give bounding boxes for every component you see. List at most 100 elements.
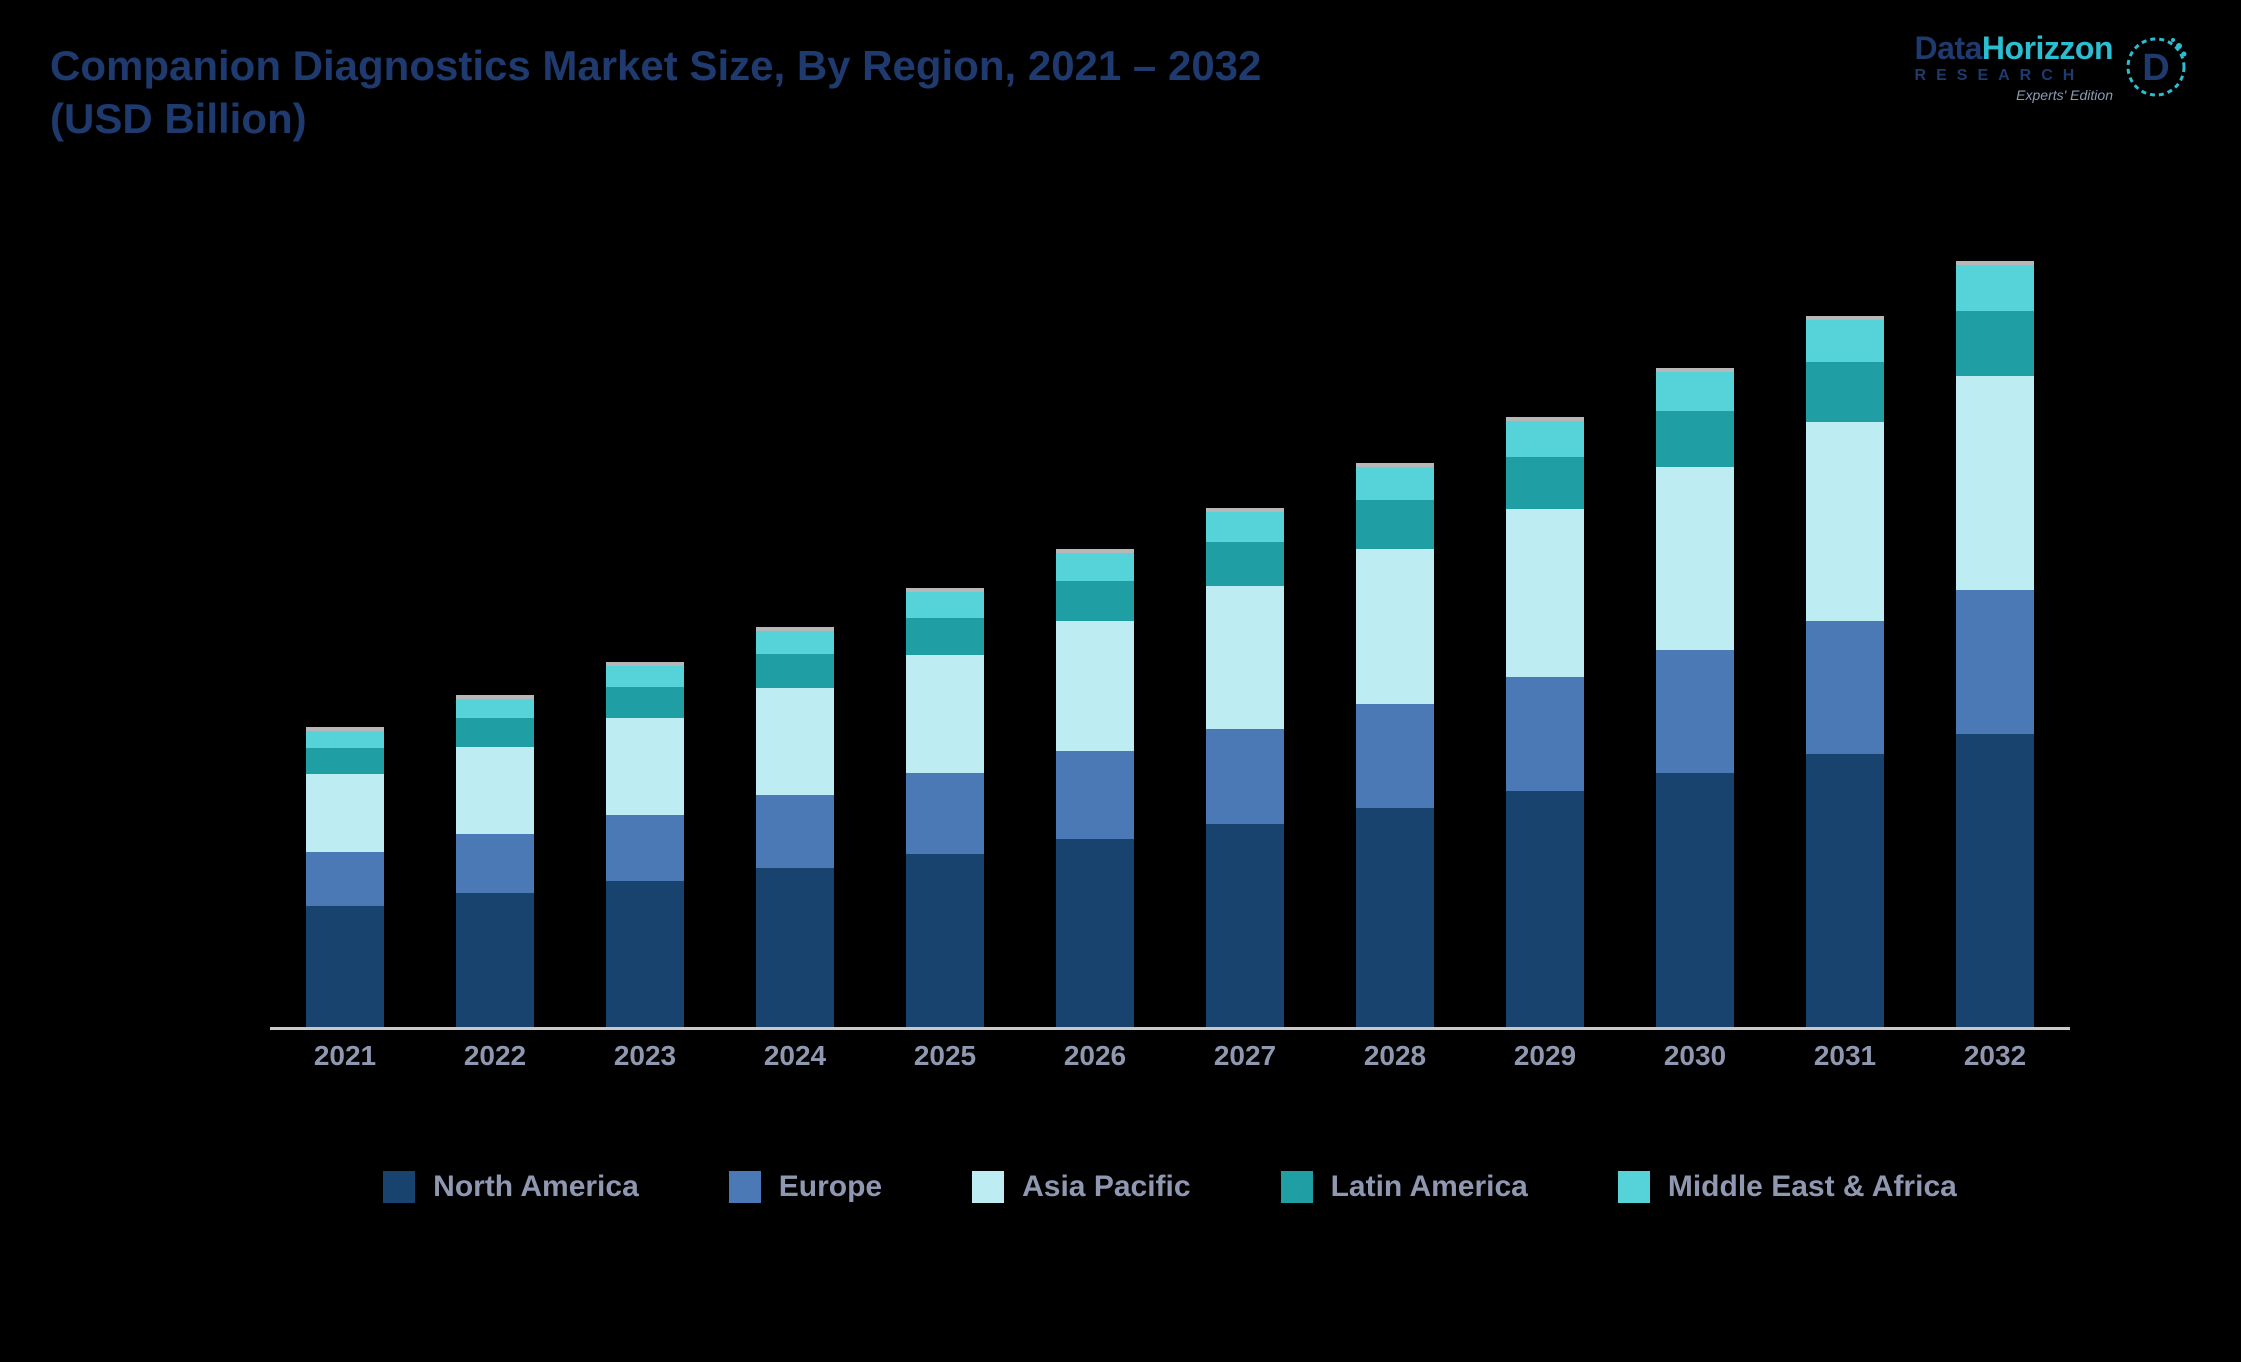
legend-item-mea: Middle East & Africa: [1618, 1170, 1957, 1204]
bar-group: [1956, 261, 2034, 1027]
bar-group: [606, 662, 684, 1027]
bar-segment-mea: [606, 666, 684, 687]
bar-segment-latin_america: [1956, 311, 2034, 376]
bar-segment-asia_pacific: [1806, 422, 1884, 620]
bar-group: [906, 588, 984, 1027]
bar-segment-mea: [906, 592, 984, 618]
bar-segment-europe: [1206, 729, 1284, 825]
bar-segment-latin_america: [1656, 411, 1734, 467]
bar-segment-asia_pacific: [756, 688, 834, 795]
bar-group: [1206, 508, 1284, 1027]
bar-segment-north_america: [1206, 824, 1284, 1027]
x-axis-label: 2032: [1920, 1040, 2070, 1072]
logo-text: DataHorizzon RESEARCH Experts' Edition: [1915, 30, 2113, 103]
bar-group: [756, 627, 834, 1027]
legend-item-north_america: North America: [383, 1170, 639, 1204]
brand-logo: DataHorizzon RESEARCH Experts' Edition D: [1915, 30, 2191, 103]
bar-stack: [1206, 508, 1284, 1027]
x-axis-label: 2022: [420, 1040, 570, 1072]
bar-stack: [1956, 261, 2034, 1027]
header: Companion Diagnostics Market Size, By Re…: [50, 40, 2191, 145]
bar-segment-asia_pacific: [1056, 621, 1134, 751]
chart-title: Companion Diagnostics Market Size, By Re…: [50, 40, 1261, 145]
legend-swatch: [1281, 1171, 1313, 1203]
bar-segment-asia_pacific: [1506, 509, 1584, 678]
logo-main: DataHorizzon: [1915, 30, 2113, 67]
bar-container: [270, 250, 2070, 1027]
legend-swatch: [1618, 1171, 1650, 1203]
bar-group: [1056, 549, 1134, 1027]
bar-segment-mea: [306, 731, 384, 748]
bar-segment-north_america: [606, 881, 684, 1027]
bar-segment-mea: [456, 699, 534, 718]
bar-segment-latin_america: [1206, 542, 1284, 587]
bar-segment-mea: [1056, 553, 1134, 580]
x-axis-label: 2030: [1620, 1040, 1770, 1072]
legend-label: Europe: [779, 1170, 882, 1204]
bar-segment-latin_america: [606, 687, 684, 718]
bar-segment-mea: [1956, 265, 2034, 310]
bar-stack: [1656, 368, 1734, 1027]
logo-icon: D: [2121, 32, 2191, 102]
bar-segment-north_america: [456, 893, 534, 1027]
legend-swatch: [972, 1171, 1004, 1203]
bar-segment-latin_america: [756, 654, 834, 688]
logo-word-b: Horizzon: [1982, 30, 2113, 66]
bar-segment-asia_pacific: [1356, 549, 1434, 704]
bar-group: [1656, 368, 1734, 1027]
bar-segment-europe: [1656, 650, 1734, 773]
x-axis-label: 2024: [720, 1040, 870, 1072]
legend-item-latin_america: Latin America: [1281, 1170, 1528, 1204]
bar-segment-latin_america: [1506, 457, 1584, 509]
bar-stack: [456, 695, 534, 1027]
bar-segment-north_america: [906, 854, 984, 1027]
bar-segment-europe: [456, 834, 534, 894]
bar-stack: [1356, 463, 1434, 1027]
legend-item-europe: Europe: [729, 1170, 882, 1204]
bar-segment-north_america: [1806, 754, 1884, 1027]
bar-segment-north_america: [1506, 791, 1584, 1027]
bar-segment-europe: [756, 795, 834, 868]
x-axis-label: 2027: [1170, 1040, 1320, 1072]
bar-group: [1506, 417, 1584, 1027]
bar-segment-europe: [606, 815, 684, 881]
legend-swatch: [383, 1171, 415, 1203]
bar-stack: [906, 588, 984, 1027]
bar-segment-latin_america: [1806, 362, 1884, 423]
bar-group: [456, 695, 534, 1027]
plot-area: [270, 250, 2070, 1030]
bar-segment-latin_america: [306, 748, 384, 774]
bar-segment-europe: [1506, 677, 1584, 791]
x-axis-label: 2025: [870, 1040, 1020, 1072]
bar-segment-asia_pacific: [1206, 586, 1284, 728]
bar-stack: [756, 627, 834, 1027]
logo-sub: RESEARCH: [1915, 67, 2113, 85]
bar-group: [1356, 463, 1434, 1027]
bar-stack: [1806, 316, 1884, 1027]
legend-label: Latin America: [1331, 1170, 1528, 1204]
bar-segment-europe: [306, 852, 384, 906]
legend-label: Middle East & Africa: [1668, 1170, 1957, 1204]
x-axis-label: 2021: [270, 1040, 420, 1072]
x-axis-label: 2031: [1770, 1040, 1920, 1072]
bar-segment-europe: [1956, 590, 2034, 734]
bar-segment-latin_america: [456, 718, 534, 746]
bar-group: [306, 727, 384, 1027]
bar-stack: [306, 727, 384, 1027]
logo-tagline: Experts' Edition: [1915, 87, 2113, 103]
bar-segment-asia_pacific: [1956, 376, 2034, 590]
bar-segment-mea: [756, 631, 834, 654]
x-axis-label: 2029: [1470, 1040, 1620, 1072]
legend-item-asia_pacific: Asia Pacific: [972, 1170, 1190, 1204]
svg-text:D: D: [2142, 47, 2169, 89]
bar-segment-europe: [1806, 621, 1884, 755]
bar-stack: [1056, 549, 1134, 1027]
bar-segment-asia_pacific: [456, 747, 534, 834]
bar-segment-europe: [1056, 751, 1134, 839]
bar-segment-mea: [1656, 372, 1734, 411]
x-axis-label: 2026: [1020, 1040, 1170, 1072]
bar-segment-asia_pacific: [1656, 467, 1734, 650]
bar-segment-asia_pacific: [606, 718, 684, 815]
bar-segment-north_america: [306, 906, 384, 1027]
x-axis-line: [270, 1027, 2070, 1030]
